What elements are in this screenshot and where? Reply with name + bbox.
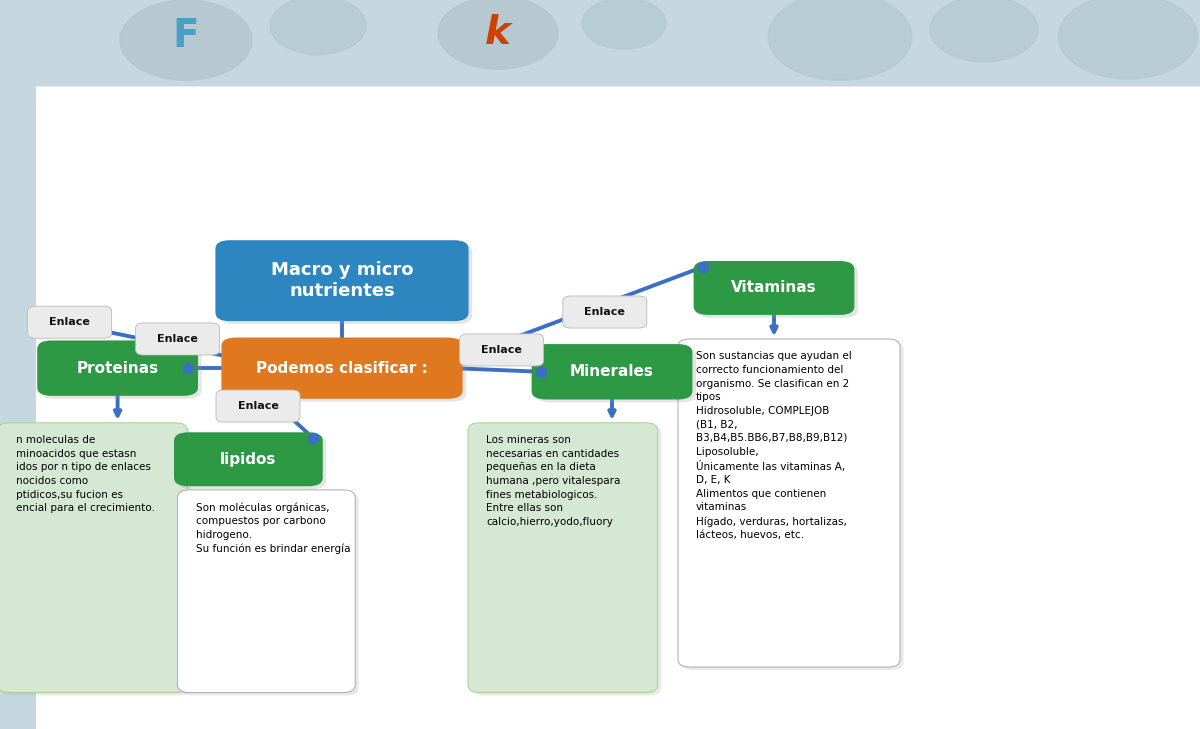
Circle shape xyxy=(438,0,558,69)
FancyBboxPatch shape xyxy=(472,426,661,695)
FancyBboxPatch shape xyxy=(697,264,858,318)
FancyBboxPatch shape xyxy=(178,490,355,693)
FancyBboxPatch shape xyxy=(41,343,202,399)
Bar xyxy=(0,86,36,729)
FancyBboxPatch shape xyxy=(181,493,359,695)
Circle shape xyxy=(1058,0,1198,79)
Text: k: k xyxy=(485,14,511,52)
FancyBboxPatch shape xyxy=(174,432,323,486)
Text: Enlace: Enlace xyxy=(49,317,90,327)
Text: n moleculas de
minoacidos que estasn
idos por n tipo de enlaces
nocidos como
pti: n moleculas de minoacidos que estasn ido… xyxy=(16,435,155,513)
FancyBboxPatch shape xyxy=(218,243,472,324)
Text: Enlace: Enlace xyxy=(584,307,625,317)
FancyBboxPatch shape xyxy=(460,334,544,366)
Text: Macro y micro
nutrientes: Macro y micro nutrientes xyxy=(271,261,413,300)
Text: lipidos: lipidos xyxy=(221,452,276,467)
Point xyxy=(179,362,198,374)
Circle shape xyxy=(930,0,1038,62)
FancyBboxPatch shape xyxy=(563,296,647,328)
Circle shape xyxy=(582,0,666,49)
Bar xyxy=(0,0,1200,86)
FancyBboxPatch shape xyxy=(0,423,187,693)
FancyBboxPatch shape xyxy=(694,261,854,315)
Text: Vitaminas: Vitaminas xyxy=(731,281,817,295)
FancyBboxPatch shape xyxy=(1,426,191,695)
FancyBboxPatch shape xyxy=(468,423,658,693)
FancyBboxPatch shape xyxy=(178,435,326,489)
FancyBboxPatch shape xyxy=(682,342,904,670)
FancyBboxPatch shape xyxy=(535,347,696,402)
Text: Podemos clasificar :: Podemos clasificar : xyxy=(256,361,428,375)
Point xyxy=(532,366,551,378)
FancyBboxPatch shape xyxy=(216,390,300,422)
FancyBboxPatch shape xyxy=(221,338,463,399)
Bar xyxy=(36,86,1200,729)
Circle shape xyxy=(120,0,252,80)
Circle shape xyxy=(768,0,912,80)
FancyBboxPatch shape xyxy=(532,344,692,399)
Text: Son moléculas orgánicas,
compuestos por carbono
hidrogeno.
Su función es brindar: Son moléculas orgánicas, compuestos por … xyxy=(196,502,350,554)
FancyBboxPatch shape xyxy=(37,340,198,396)
FancyBboxPatch shape xyxy=(28,306,112,338)
FancyBboxPatch shape xyxy=(215,241,468,321)
Text: Enlace: Enlace xyxy=(238,401,278,411)
Text: Minerales: Minerales xyxy=(570,364,654,379)
Text: Enlace: Enlace xyxy=(157,334,198,344)
Point xyxy=(304,432,323,444)
Text: Enlace: Enlace xyxy=(481,345,522,355)
FancyBboxPatch shape xyxy=(226,340,466,402)
Text: Son sustancias que ayudan el
correcto funcionamiento del
organismo. Se clasifica: Son sustancias que ayudan el correcto fu… xyxy=(696,351,852,540)
FancyBboxPatch shape xyxy=(136,323,220,355)
Circle shape xyxy=(270,0,366,55)
Text: F: F xyxy=(173,17,199,55)
Text: Proteinas: Proteinas xyxy=(77,361,158,375)
Point xyxy=(694,261,713,273)
Text: Los mineras son
necesarias en cantidades
pequeñas en la dieta
humana ,pero vital: Los mineras son necesarias en cantidades… xyxy=(486,435,620,527)
FancyBboxPatch shape xyxy=(678,339,900,667)
